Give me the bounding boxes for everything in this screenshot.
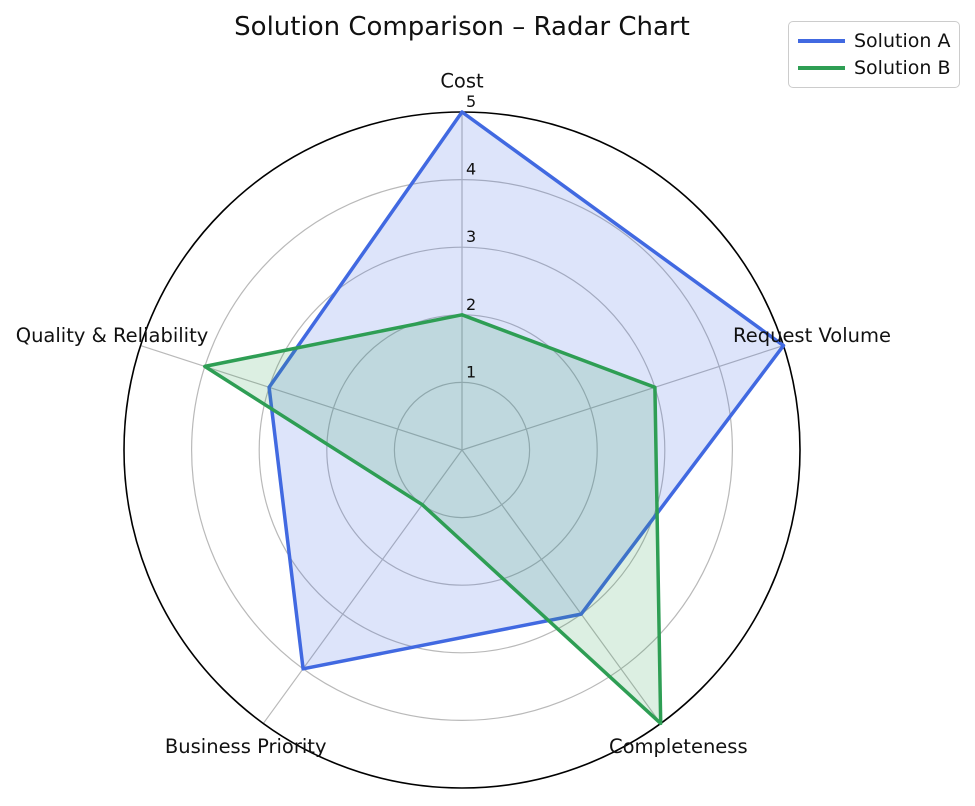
radial-tick-label: 2 [466,295,476,314]
radial-tick-labels: 1 2 3 4 5 [466,92,476,381]
radial-tick-label: 3 [466,227,476,246]
legend-line-swatch [798,39,845,44]
category-labels: Cost Request Volume Completeness Business P… [16,70,891,759]
legend-item: Solution A [798,30,950,52]
legend-label: Solution A [854,30,951,53]
category-label-quality-reliability: Quality & Reliability [16,324,209,347]
series-polygon-solution-a [267,110,786,671]
series-polygons [203,110,786,726]
axis-spoke [461,449,662,724]
radial-tick-label: 4 [466,160,476,179]
category-label-completeness: Completeness [609,735,748,758]
radial-tick-label: 1 [466,362,476,381]
axis-spoke [262,449,463,724]
category-label-business-priority: Business Priority [165,735,327,758]
series-polygon-solution-b [203,313,663,726]
grid-ring [258,246,666,654]
legend: Solution A Solution B [788,21,960,88]
grid-ring [191,179,733,721]
legend-line-swatch [798,65,845,70]
chart-title: Solution Comparison – Radar Chart [234,12,690,42]
legend-label: Solution B [854,56,951,79]
radial-tick-label: 5 [466,92,476,111]
grid-ring [393,381,531,519]
category-label-cost: Cost [440,70,484,93]
category-label-request-volume: Request Volume [733,324,891,347]
axis-spoke [461,344,784,451]
legend-item: Solution B [798,57,950,79]
axis-spoke [140,344,463,451]
